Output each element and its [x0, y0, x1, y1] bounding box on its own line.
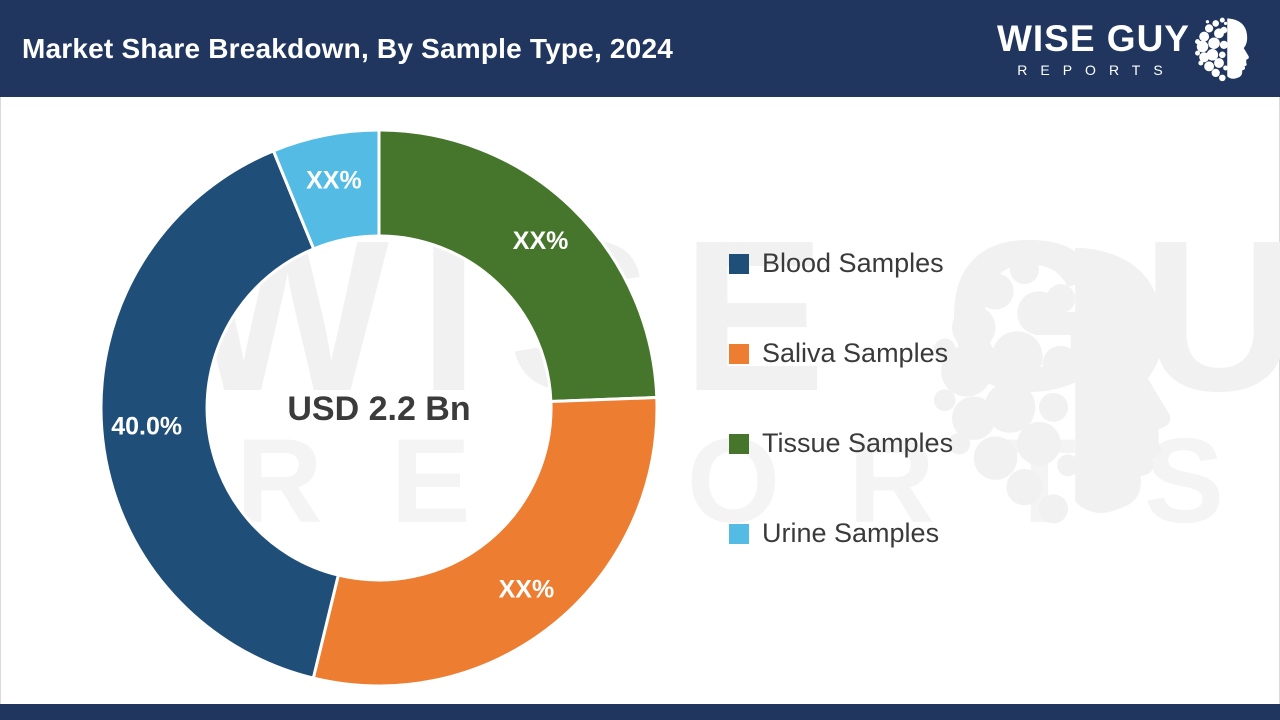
chart-center-value: USD 2.2 Bn: [287, 390, 470, 428]
legend-swatch-icon: [729, 253, 749, 274]
donut-segment-blood-samples: [99, 149, 340, 680]
logo-text: WISE GUY REPORTS: [997, 20, 1190, 77]
legend-item-tissue-samples: Tissue Samples: [729, 425, 953, 462]
footer-bar: [0, 704, 1280, 720]
watermark-head-icon: [894, 212, 1184, 552]
logo-wordmark: WISE GUY: [996, 18, 1190, 59]
legend-label: Urine Samples: [762, 518, 940, 548]
dotted-head-icon: [1186, 11, 1252, 87]
page-title: Market Share Breakdown, By Sample Type, …: [22, 32, 673, 64]
legend-item-saliva-samples: Saliva Samples: [729, 335, 953, 372]
logo-subtitle: REPORTS: [1017, 62, 1176, 78]
segment-value-label-tissue-samples: XX%: [513, 227, 569, 255]
donut-chart: XX% XX% 40.0% XX% USD 2.2 Bn: [99, 128, 659, 688]
legend-swatch-icon: [729, 343, 749, 364]
legend-swatch-icon: [729, 523, 749, 544]
legend-item-urine-samples: Urine Samples: [729, 515, 953, 552]
donut-segment-saliva-samples: [311, 396, 659, 688]
chart-legend: Blood Samples Saliva Samples Tissue Samp…: [729, 245, 953, 552]
segment-value-label-urine-samples: XX%: [306, 166, 362, 194]
wise-guy-reports-logo: WISE GUY REPORTS: [997, 11, 1252, 87]
donut-segment-urine-samples: [271, 128, 381, 251]
legend-label: Blood Samples: [762, 248, 944, 278]
chart-area: WISE GUY REPORTS XX%XX%40.0%XX% USD 2.2 …: [0, 97, 1280, 704]
segment-value-label-blood-samples: 40.0%: [111, 413, 182, 441]
segment-value-label-saliva-samples: XX%: [499, 576, 555, 604]
legend-item-blood-samples: Blood Samples: [729, 245, 953, 282]
header-bar: Market Share Breakdown, By Sample Type, …: [0, 0, 1280, 97]
legend-swatch-icon: [729, 433, 749, 454]
legend-label: Saliva Samples: [762, 338, 949, 368]
donut-segment-tissue-samples: [377, 128, 659, 403]
legend-label: Tissue Samples: [762, 428, 954, 458]
